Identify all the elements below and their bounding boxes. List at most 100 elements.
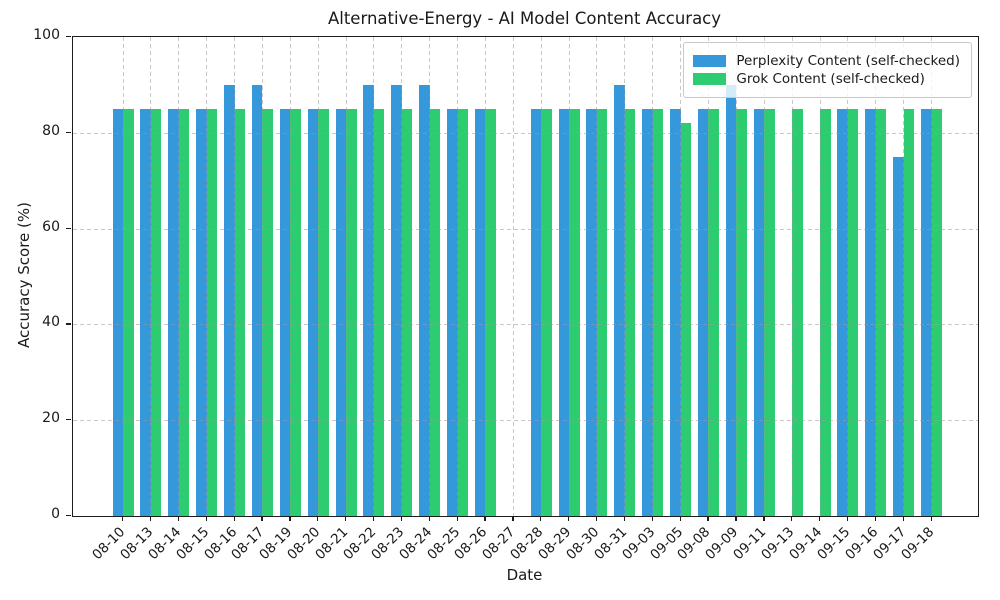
bar-08-26-perplexity — [474, 108, 486, 516]
x-tick-mark — [177, 516, 180, 521]
x-tick-mark — [456, 516, 458, 521]
x-tick-mark — [149, 516, 152, 521]
y-tick-label: 40 — [42, 314, 60, 331]
legend-label-grok: Grok Content (self-checked) — [736, 71, 925, 87]
bar-09-05-perplexity — [670, 108, 681, 516]
x-tick-mark — [289, 516, 291, 521]
bar-08-31-perplexity — [614, 84, 625, 516]
legend-item-perplexity: Perplexity Content (self-checked) — [693, 53, 960, 69]
bar-08-25-perplexity — [447, 108, 458, 516]
y-tick-mark — [66, 323, 71, 325]
x-tick-mark — [122, 516, 124, 521]
bar-08-19-perplexity — [279, 108, 291, 516]
bar-09-09-grok — [736, 108, 747, 516]
bar-09-15-grok — [847, 108, 859, 516]
bar-09-14-grok — [820, 108, 831, 516]
legend-label-perplexity: Perplexity Content (self-checked) — [736, 52, 960, 69]
x-tick-mark — [902, 516, 904, 521]
bar-09-11-perplexity — [753, 108, 765, 516]
bar-09-09-perplexity — [725, 84, 737, 516]
x-tick-mark — [372, 516, 375, 521]
bar-08-14-perplexity — [168, 108, 179, 516]
x-tick-mark — [428, 516, 430, 521]
legend: Perplexity Content (self-checked) Grok C… — [683, 42, 972, 98]
bar-09-08-grok — [708, 108, 719, 516]
x-tick-mark — [846, 516, 849, 521]
x-tick-mark — [595, 516, 598, 521]
bar-08-16-grok — [234, 108, 246, 516]
bar-09-16-perplexity — [865, 108, 876, 516]
bar-08-22-grok — [373, 108, 385, 516]
y-tick-mark — [66, 227, 71, 229]
bar-08-25-grok — [457, 108, 469, 516]
bar-08-30-grok — [596, 108, 608, 516]
x-tick-mark — [400, 516, 403, 521]
bar-09-16-grok — [875, 108, 887, 516]
legend-swatch-perplexity — [693, 54, 727, 67]
bar-09-18-perplexity — [921, 108, 932, 516]
x-tick-mark — [317, 516, 319, 521]
y-tick-mark — [66, 515, 71, 517]
x-tick-mark — [763, 516, 765, 521]
x-tick-mark — [233, 516, 235, 521]
y-tick-label: 60 — [42, 218, 60, 235]
x-tick-mark — [791, 516, 793, 521]
bar-09-18-grok — [931, 108, 943, 516]
bar-08-24-grok — [429, 108, 441, 516]
x-tick-mark — [261, 516, 263, 521]
bar-08-13-grok — [150, 108, 162, 516]
x-tick-mark — [707, 516, 709, 521]
bar-08-21-grok — [346, 108, 357, 516]
bar-08-13-perplexity — [140, 108, 151, 516]
y-tick-label: 0 — [51, 506, 60, 522]
bar-09-17-grok — [903, 108, 915, 516]
bar-08-10-grok — [123, 108, 134, 516]
x-tick-mark — [735, 516, 737, 521]
y-tick-mark — [66, 419, 71, 421]
bar-08-14-grok — [178, 108, 190, 516]
bar-08-30-perplexity — [586, 108, 597, 516]
bar-09-05-grok — [680, 123, 692, 516]
bar-08-15-grok — [206, 108, 218, 516]
x-tick-mark — [205, 516, 207, 521]
bar-08-21-perplexity — [335, 108, 347, 516]
bar-09-15-perplexity — [837, 108, 848, 516]
x-tick-mark — [512, 516, 514, 521]
x-tick-mark — [540, 516, 542, 521]
x-tick-mark — [819, 516, 821, 521]
bar-09-11-grok — [764, 108, 775, 516]
bar-08-28-perplexity — [530, 108, 542, 516]
y-tick-label: 80 — [42, 122, 60, 139]
x-tick-mark — [345, 516, 347, 521]
bar-08-20-perplexity — [307, 108, 319, 516]
x-tick-mark — [874, 516, 877, 521]
x-tick-mark — [568, 516, 570, 521]
bar-08-29-grok — [569, 108, 580, 516]
bar-08-24-perplexity — [419, 84, 430, 516]
y-axis-label: Accuracy Score (%) — [15, 202, 33, 348]
bar-08-23-grok — [401, 108, 413, 516]
bar-09-03-grok — [652, 108, 664, 516]
x-tick-mark — [930, 516, 932, 521]
legend-item-grok: Grok Content (self-checked) — [693, 71, 960, 87]
bar-08-31-grok — [624, 108, 636, 516]
bar-08-16-perplexity — [224, 84, 235, 516]
legend-swatch-grok — [693, 73, 727, 85]
bar-08-15-perplexity — [196, 108, 207, 516]
chart-title: Alternative-Energy - AI Model Content Ac… — [327, 9, 722, 28]
bar-08-19-grok — [290, 108, 301, 516]
y-tick-label: 20 — [42, 410, 60, 427]
bar-08-17-perplexity — [251, 84, 263, 516]
x-tick-mark — [651, 516, 654, 521]
bar-09-03-perplexity — [642, 108, 653, 516]
bar-09-08-perplexity — [697, 108, 709, 516]
bar-08-29-perplexity — [558, 108, 570, 516]
x-axis-label: Date — [506, 566, 543, 584]
bar-08-28-grok — [541, 108, 552, 516]
bar-08-10-perplexity — [112, 108, 123, 516]
x-tick-mark — [623, 516, 626, 521]
bar-09-17-perplexity — [893, 156, 904, 516]
bar-08-26-grok — [485, 108, 496, 516]
y-tick-mark — [66, 36, 71, 38]
